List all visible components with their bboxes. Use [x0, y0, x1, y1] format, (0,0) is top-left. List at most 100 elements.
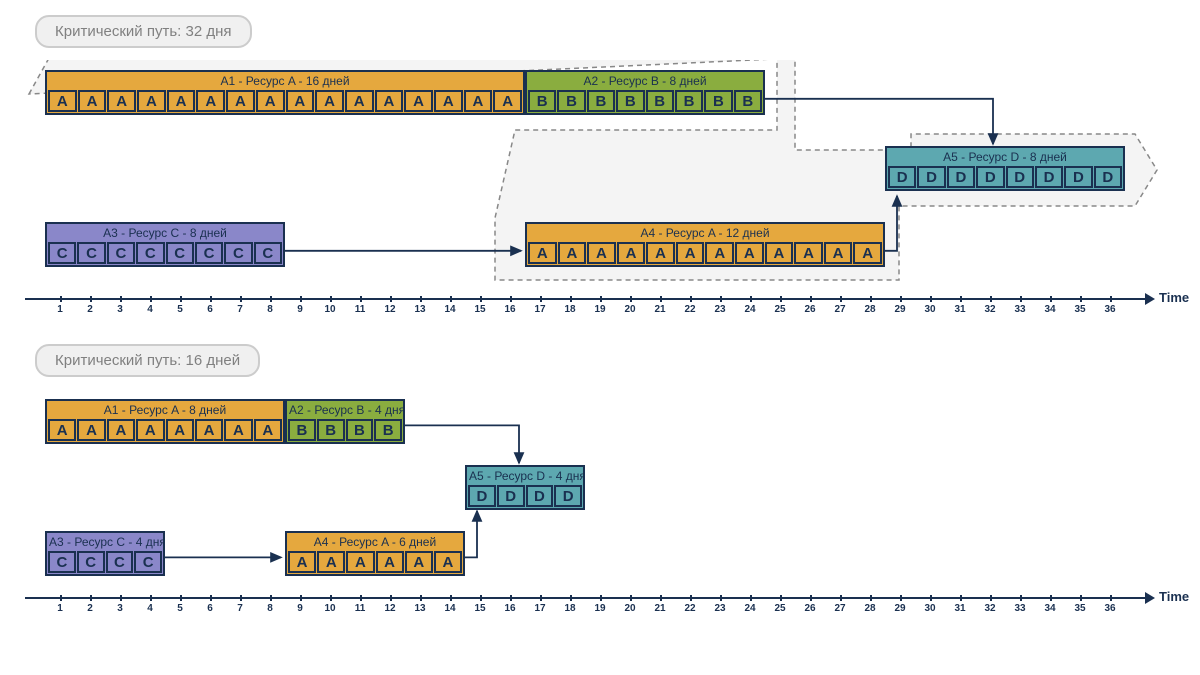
tick-label: 14 — [444, 304, 455, 315]
task-a1: A1 - Ресурс A - 8 днейAAAAAAAA — [45, 399, 285, 444]
resource-cell: A — [853, 242, 882, 264]
resource-cell: A — [405, 551, 433, 573]
tick-label: 33 — [1014, 304, 1025, 315]
resource-cell: C — [48, 242, 76, 264]
tick-label: 32 — [984, 603, 995, 614]
task-a3: A3 - Ресурс C - 4 дняCCCC — [45, 531, 165, 576]
resource-cell: A — [286, 90, 315, 112]
resource-cell: D — [976, 166, 1004, 188]
tick-label: 32 — [984, 304, 995, 315]
tick-label: 17 — [534, 304, 545, 315]
resource-cell: B — [587, 90, 615, 112]
task-label: A2 - Ресурс B - 8 дней — [527, 72, 763, 90]
tick-label: 24 — [744, 304, 755, 315]
tick-label: 25 — [774, 603, 785, 614]
tick-label: 4 — [147, 304, 153, 315]
tick-label: 36 — [1104, 304, 1115, 315]
resource-cell: A — [136, 419, 164, 441]
tick-label: 30 — [924, 603, 935, 614]
resource-cell: B — [704, 90, 732, 112]
tick-label: 1 — [57, 603, 63, 614]
time-axis-2: 1234567891011121314151617181920212223242… — [25, 595, 1175, 625]
tick-label: 21 — [654, 603, 665, 614]
resource-cell: C — [107, 242, 135, 264]
task-label: A4 - Ресурс A - 6 дней — [287, 533, 463, 551]
tick-label: 19 — [594, 603, 605, 614]
chart-2: Критический путь: 16 дней A1 - Ресурс A … — [25, 344, 1175, 625]
resource-cell: C — [136, 242, 164, 264]
resource-cell: D — [468, 485, 496, 507]
tick-label: 34 — [1044, 603, 1055, 614]
resource-cell: D — [917, 166, 945, 188]
resource-cell: D — [1094, 166, 1122, 188]
tick-label: 35 — [1074, 603, 1085, 614]
resource-cell: A — [676, 242, 705, 264]
resource-cell: A — [77, 419, 105, 441]
tick-label: 11 — [355, 304, 366, 315]
time-axis-1: 1234567891011121314151617181920212223242… — [25, 296, 1175, 326]
tick-label: 22 — [684, 603, 695, 614]
resource-cell: A — [48, 90, 77, 112]
resource-cell: A — [315, 90, 344, 112]
tick-label: 8 — [267, 603, 273, 614]
axis-title: Time — [1159, 589, 1189, 604]
resource-cell: A — [528, 242, 557, 264]
resource-cell: A — [434, 90, 463, 112]
tick-label: 15 — [474, 603, 485, 614]
tick-label: 2 — [87, 603, 93, 614]
task-label: A1 - Ресурс A - 8 дней — [47, 401, 283, 419]
tick-label: 20 — [624, 603, 635, 614]
task-label: A2 - Ресурс B - 4 дня — [287, 401, 403, 419]
task-a1: A1 - Ресурс A - 16 днейAAAAAAAAAAAAAAAA — [45, 70, 525, 115]
tick-label: 9 — [297, 603, 303, 614]
resource-cell: A — [226, 90, 255, 112]
resource-cell: C — [106, 551, 134, 573]
tick-label: 36 — [1104, 603, 1115, 614]
tick-label: 21 — [654, 304, 665, 315]
task-a4: A4 - Ресурс A - 6 днейAAAAAA — [285, 531, 465, 576]
tick-label: 18 — [564, 603, 575, 614]
resource-cell: D — [526, 485, 554, 507]
tick-label: 22 — [684, 304, 695, 315]
tick-label: 27 — [834, 603, 845, 614]
resource-cell: C — [77, 551, 105, 573]
tick-label: 5 — [177, 304, 183, 315]
resource-cell: A — [376, 551, 404, 573]
tick-label: 12 — [384, 603, 395, 614]
tick-label: 35 — [1074, 304, 1085, 315]
tick-label: 2 — [87, 304, 93, 315]
tick-label: 31 — [954, 603, 965, 614]
resource-cell: A — [617, 242, 646, 264]
resource-cell: A — [375, 90, 404, 112]
resource-cell: A — [346, 551, 374, 573]
task-label: A5 - Ресурс D - 8 дней — [887, 148, 1123, 166]
critical-path-badge-2: Критический путь: 16 дней — [35, 344, 260, 377]
tick-label: 6 — [207, 603, 213, 614]
resource-cell: C — [254, 242, 282, 264]
resource-cell: B — [317, 419, 345, 441]
tick-label: 23 — [714, 603, 725, 614]
tick-label: 14 — [444, 603, 455, 614]
resource-cell: D — [1006, 166, 1034, 188]
tick-label: 34 — [1044, 304, 1055, 315]
resource-cell: A — [256, 90, 285, 112]
task-a5: A5 - Ресурс D - 4 дняDDDD — [465, 465, 585, 510]
tick-label: 12 — [384, 304, 395, 315]
resource-cell: C — [134, 551, 162, 573]
resource-cell: A — [137, 90, 166, 112]
resource-cell: A — [196, 90, 225, 112]
tick-label: 8 — [267, 304, 273, 315]
resource-cell: C — [195, 242, 223, 264]
resource-cell: B — [734, 90, 762, 112]
tick-label: 28 — [864, 603, 875, 614]
gantt-lanes-2: A1 - Ресурс A - 8 днейAAAAAAAAA2 - Ресур… — [25, 389, 1175, 589]
resource-cell: B — [675, 90, 703, 112]
task-a2: A2 - Ресурс B - 8 днейBBBBBBBB — [525, 70, 765, 115]
tick-label: 20 — [624, 304, 635, 315]
tick-label: 10 — [324, 304, 335, 315]
tick-label: 17 — [534, 603, 545, 614]
resource-cell: B — [528, 90, 556, 112]
resource-cell: A — [107, 90, 136, 112]
resource-cell: A — [765, 242, 794, 264]
resource-cell: A — [48, 419, 76, 441]
